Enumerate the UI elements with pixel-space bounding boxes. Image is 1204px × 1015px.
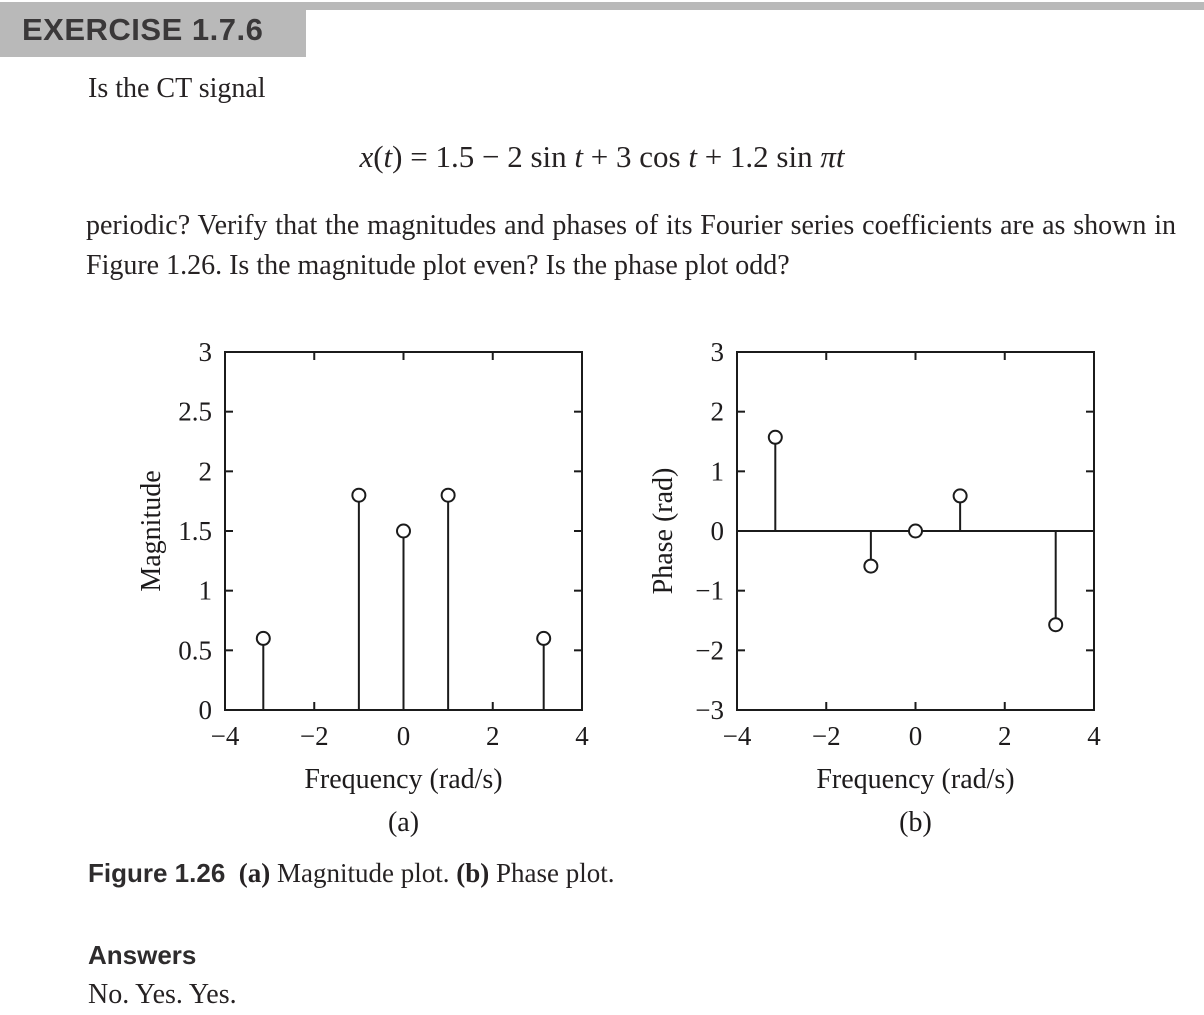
svg-text:2: 2: [199, 456, 213, 486]
top-rule-divider: [306, 2, 1204, 10]
svg-text:−2: −2: [695, 635, 724, 665]
svg-text:−4: −4: [211, 721, 240, 751]
svg-text:(b): (b): [899, 807, 932, 838]
svg-text:0: 0: [199, 695, 213, 725]
svg-text:3: 3: [711, 337, 725, 367]
exercise-header: EXERCISE 1.7.6: [0, 2, 306, 57]
svg-text:−2: −2: [812, 721, 841, 751]
svg-text:−2: −2: [300, 721, 329, 751]
question-text: periodic? Verify that the magnitudes and…: [86, 210, 1176, 281]
svg-text:−4: −4: [723, 721, 752, 751]
svg-text:Frequency (rad/s): Frequency (rad/s): [304, 764, 502, 795]
intro-text: Is the CT signal: [88, 73, 266, 104]
svg-text:4: 4: [575, 721, 589, 751]
answers-text: No. Yes. Yes.: [88, 979, 237, 1010]
svg-text:1: 1: [199, 576, 213, 606]
svg-text:Frequency (rad/s): Frequency (rad/s): [816, 764, 1014, 795]
figure-1-26: −4 −2 0 2 4 0 0.5 1 1.5 2 2.5 3 Frequency (rad/s) Mag…: [0, 333, 1204, 848]
svg-text:0: 0: [397, 721, 411, 751]
svg-text:2: 2: [998, 721, 1012, 751]
svg-text:−1: −1: [695, 576, 724, 606]
svg-text:2: 2: [711, 397, 725, 427]
svg-text:0: 0: [711, 516, 725, 546]
svg-text:2.5: 2.5: [178, 397, 212, 427]
svg-text:Magnitude: Magnitude: [136, 470, 167, 591]
phase-stem-plot: −4 −2 0 2 4 −3 −2 −1 0 1 2 3 Frequency (rad/s) Phase …: [648, 337, 1101, 838]
svg-text:(a): (a): [388, 807, 419, 838]
svg-text:0.5: 0.5: [178, 635, 212, 665]
answers-heading: Answers: [88, 940, 197, 970]
signal-equation: x(t) = 1.5 − 2 sin t + 3 cos t + 1.2 sin…: [359, 139, 845, 174]
svg-text:2: 2: [486, 721, 500, 751]
svg-text:−3: −3: [695, 695, 724, 725]
svg-text:Phase (rad): Phase (rad): [648, 468, 679, 595]
svg-text:1: 1: [711, 456, 725, 486]
figure-caption: Figure 1.26 (a) Magnitude plot. (b) Phas…: [88, 858, 615, 888]
svg-text:4: 4: [1087, 721, 1101, 751]
svg-text:3: 3: [199, 337, 213, 367]
svg-text:1.5: 1.5: [178, 516, 212, 546]
magnitude-stem-plot: −4 −2 0 2 4 0 0.5 1 1.5 2 2.5 3 Frequency (rad/s) Mag…: [136, 337, 589, 838]
svg-text:0: 0: [909, 721, 923, 751]
